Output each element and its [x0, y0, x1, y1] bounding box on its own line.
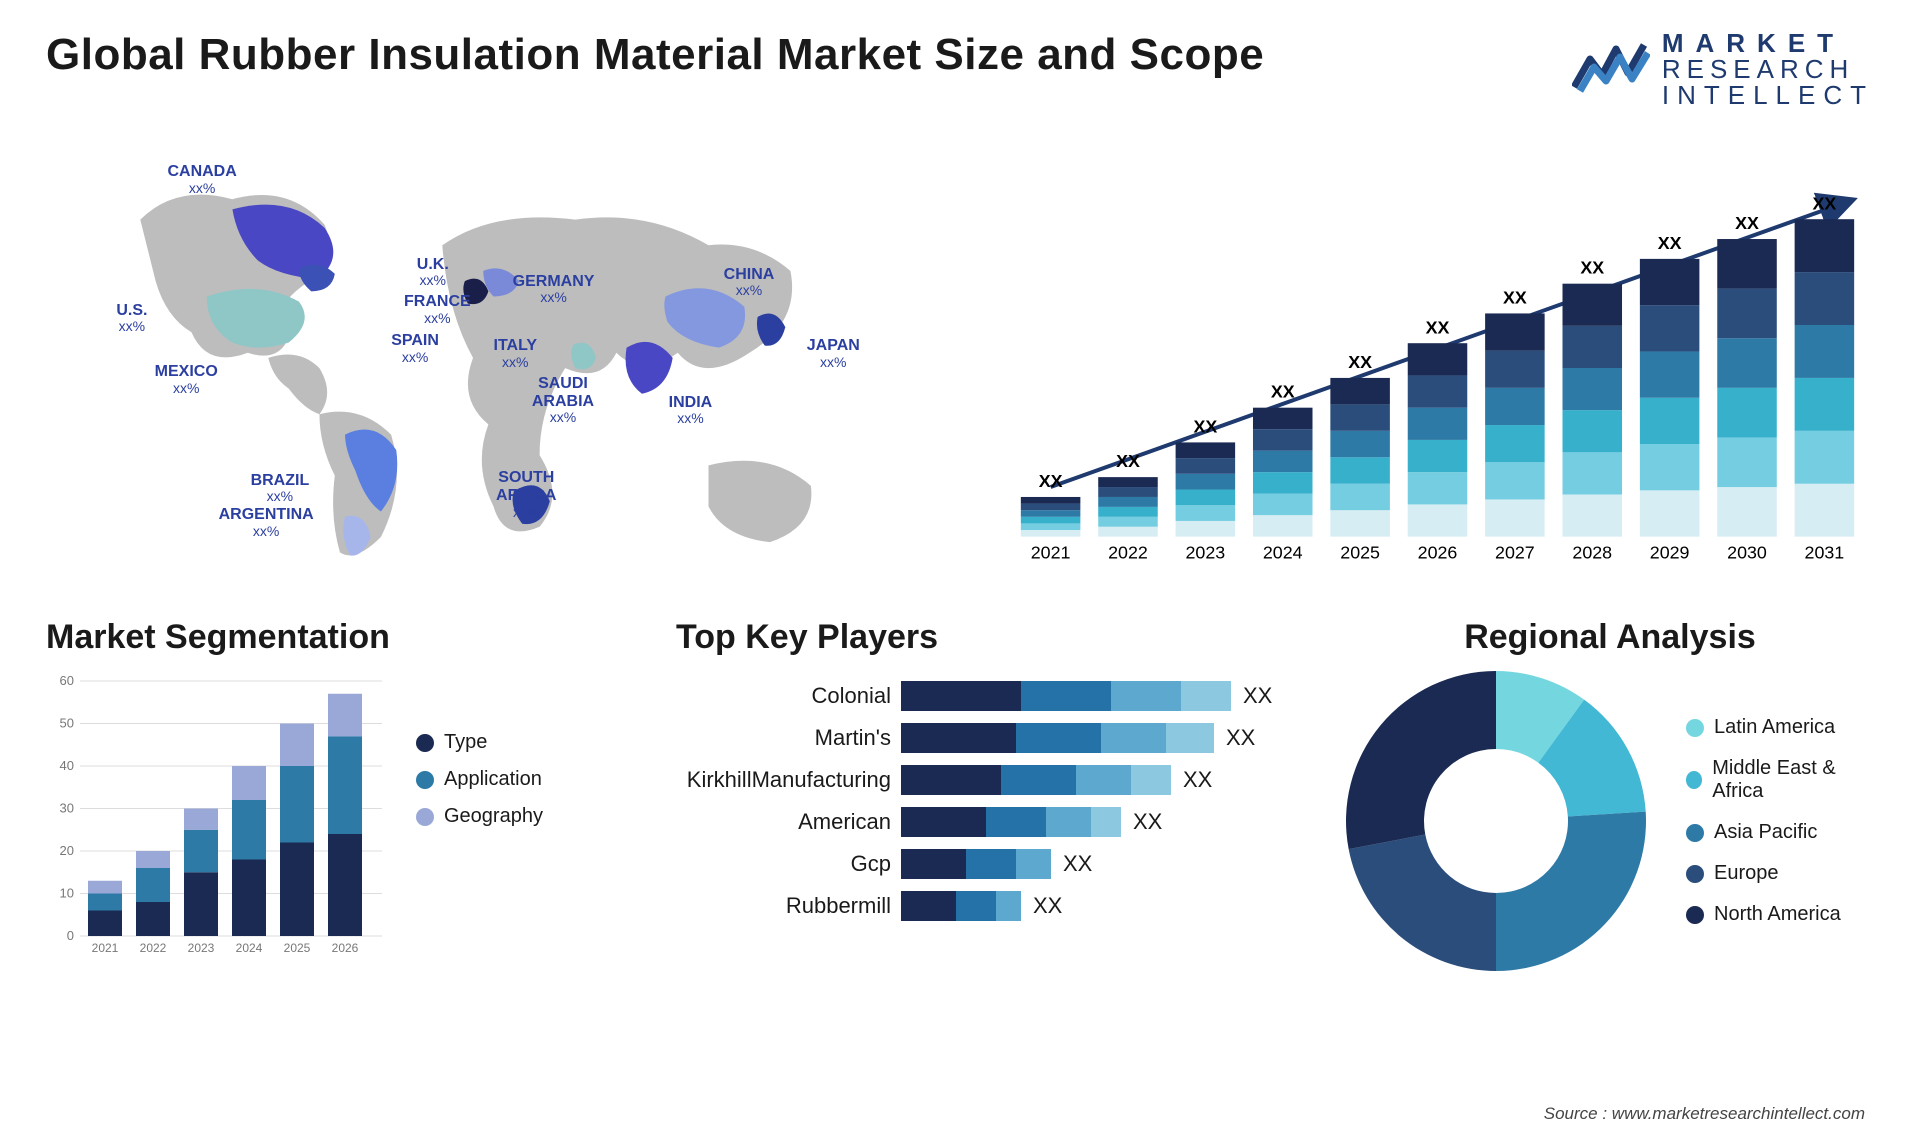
svg-text:2021: 2021 [1031, 542, 1071, 562]
svg-text:2021: 2021 [92, 941, 119, 955]
player-row: Colonial XX [676, 681, 1316, 711]
logo-line2: RESEARCH [1662, 56, 1874, 82]
regional-legend-item: North America [1686, 903, 1874, 926]
player-value: XX [1033, 893, 1062, 919]
logo: MARKET RESEARCH INTELLECT [1572, 30, 1874, 108]
map-label-italy: ITALYxx% [494, 337, 538, 370]
svg-text:2022: 2022 [140, 941, 167, 955]
svg-text:2029: 2029 [1650, 542, 1690, 562]
player-label: Martin's [676, 725, 891, 751]
regional-legend-item: Europe [1686, 862, 1874, 885]
svg-text:XX: XX [1193, 416, 1217, 436]
player-row: Martin's XX [676, 723, 1316, 753]
svg-text:2027: 2027 [1495, 542, 1535, 562]
regional-legend: Latin America Middle East & Africa Asia Pa… [1686, 716, 1874, 926]
seg-legend-item: Application [416, 768, 543, 791]
svg-text:20: 20 [60, 843, 74, 858]
svg-text:2025: 2025 [1340, 542, 1380, 562]
map-label-u-s-: U.S.xx% [116, 302, 147, 335]
player-value: XX [1183, 767, 1212, 793]
svg-text:2031: 2031 [1805, 542, 1845, 562]
player-bar [901, 681, 1231, 711]
map-label-germany: GERMANYxx% [513, 273, 595, 306]
page-title: Global Rubber Insulation Material Market… [46, 30, 1264, 80]
svg-text:0: 0 [67, 928, 74, 943]
player-label: Colonial [676, 683, 891, 709]
regional-title: Regional Analysis [1346, 618, 1874, 657]
svg-text:50: 50 [60, 716, 74, 731]
map-label-u-k-: U.K.xx% [417, 256, 449, 289]
player-row: American XX [676, 807, 1316, 837]
player-row: Rubbermill XX [676, 891, 1316, 921]
svg-text:2028: 2028 [1572, 542, 1612, 562]
player-value: XX [1226, 725, 1255, 751]
regional-legend-item: Asia Pacific [1686, 821, 1874, 844]
svg-text:XX: XX [1348, 352, 1372, 372]
svg-text:2022: 2022 [1108, 542, 1148, 562]
player-bar [901, 849, 1051, 879]
regional-legend-item: Latin America [1686, 716, 1874, 739]
map-label-south-africa: SOUTHAFRICAxx% [496, 469, 556, 520]
player-row: KirkhillManufacturing XX [676, 765, 1316, 795]
regional-donut [1346, 671, 1646, 971]
svg-text:2030: 2030 [1727, 542, 1767, 562]
player-bar [901, 723, 1214, 753]
svg-text:2024: 2024 [1263, 542, 1303, 562]
player-row: Gcp XX [676, 849, 1316, 879]
svg-text:XX: XX [1039, 471, 1063, 491]
svg-text:XX: XX [1735, 213, 1759, 233]
svg-text:XX: XX [1116, 451, 1140, 471]
growth-chart: XX 2021 XX 2022 XX 2023 XX 2024 XX 2025 XX 2026 XX 20… [1001, 148, 1874, 578]
svg-text:XX: XX [1812, 193, 1836, 213]
svg-text:10: 10 [60, 886, 74, 901]
player-value: XX [1133, 809, 1162, 835]
svg-text:XX: XX [1580, 258, 1604, 278]
svg-text:XX: XX [1503, 288, 1527, 308]
svg-text:40: 40 [60, 758, 74, 773]
svg-text:2026: 2026 [1418, 542, 1458, 562]
player-label: Rubbermill [676, 893, 891, 919]
map-label-saudi-arabia: SAUDIARABIAxx% [532, 375, 594, 426]
player-label: Gcp [676, 851, 891, 877]
source-label: Source : www.marketresearchintellect.com [1544, 1104, 1865, 1124]
svg-text:60: 60 [60, 673, 74, 688]
map-label-brazil: BRAZILxx% [251, 472, 310, 505]
svg-text:XX: XX [1426, 317, 1450, 337]
player-bar [901, 891, 1021, 921]
svg-text:2026: 2026 [332, 941, 359, 955]
player-label: American [676, 809, 891, 835]
map-label-france: FRANCExx% [404, 293, 471, 326]
svg-text:2025: 2025 [284, 941, 311, 955]
segmentation-title: Market Segmentation [46, 618, 646, 657]
logo-line3: INTELLECT [1662, 82, 1874, 108]
players-chart: ColonialXXMartin'sXXKirkhillManufacturin… [676, 671, 1316, 921]
map-label-china: CHINAxx% [724, 266, 775, 299]
svg-text:XX: XX [1658, 233, 1682, 253]
segmentation-legend: Type Application Geography [416, 671, 543, 828]
svg-text:XX: XX [1271, 382, 1295, 402]
player-value: XX [1243, 683, 1272, 709]
svg-text:2023: 2023 [188, 941, 215, 955]
svg-text:2024: 2024 [236, 941, 263, 955]
seg-legend-item: Geography [416, 805, 543, 828]
svg-text:2023: 2023 [1186, 542, 1226, 562]
player-bar [901, 807, 1121, 837]
svg-text:30: 30 [60, 801, 74, 816]
map-label-japan: JAPANxx% [807, 337, 860, 370]
segmentation-chart: 0 10 20 30 40 50 60 2021 2022 2023 2024 2025 2026 [46, 671, 386, 971]
regional-legend-item: Middle East & Africa [1686, 757, 1874, 803]
world-map: CANADAxx% U.S.xx% MEXICOxx% BRAZILxx%ARGENT… [46, 148, 941, 578]
player-label: KirkhillManufacturing [676, 767, 891, 793]
map-label-spain: SPAINxx% [391, 332, 439, 365]
player-value: XX [1063, 851, 1092, 877]
map-label-argentina: ARGENTINAxx% [219, 506, 314, 539]
players-title: Top Key Players [676, 618, 1316, 657]
logo-icon [1572, 39, 1650, 99]
logo-line1: MARKET [1662, 30, 1874, 56]
map-label-mexico: MEXICOxx% [155, 363, 218, 396]
map-label-canada: CANADAxx% [167, 163, 236, 196]
map-label-india: INDIAxx% [669, 394, 713, 427]
player-bar [901, 765, 1171, 795]
seg-legend-item: Type [416, 731, 543, 754]
